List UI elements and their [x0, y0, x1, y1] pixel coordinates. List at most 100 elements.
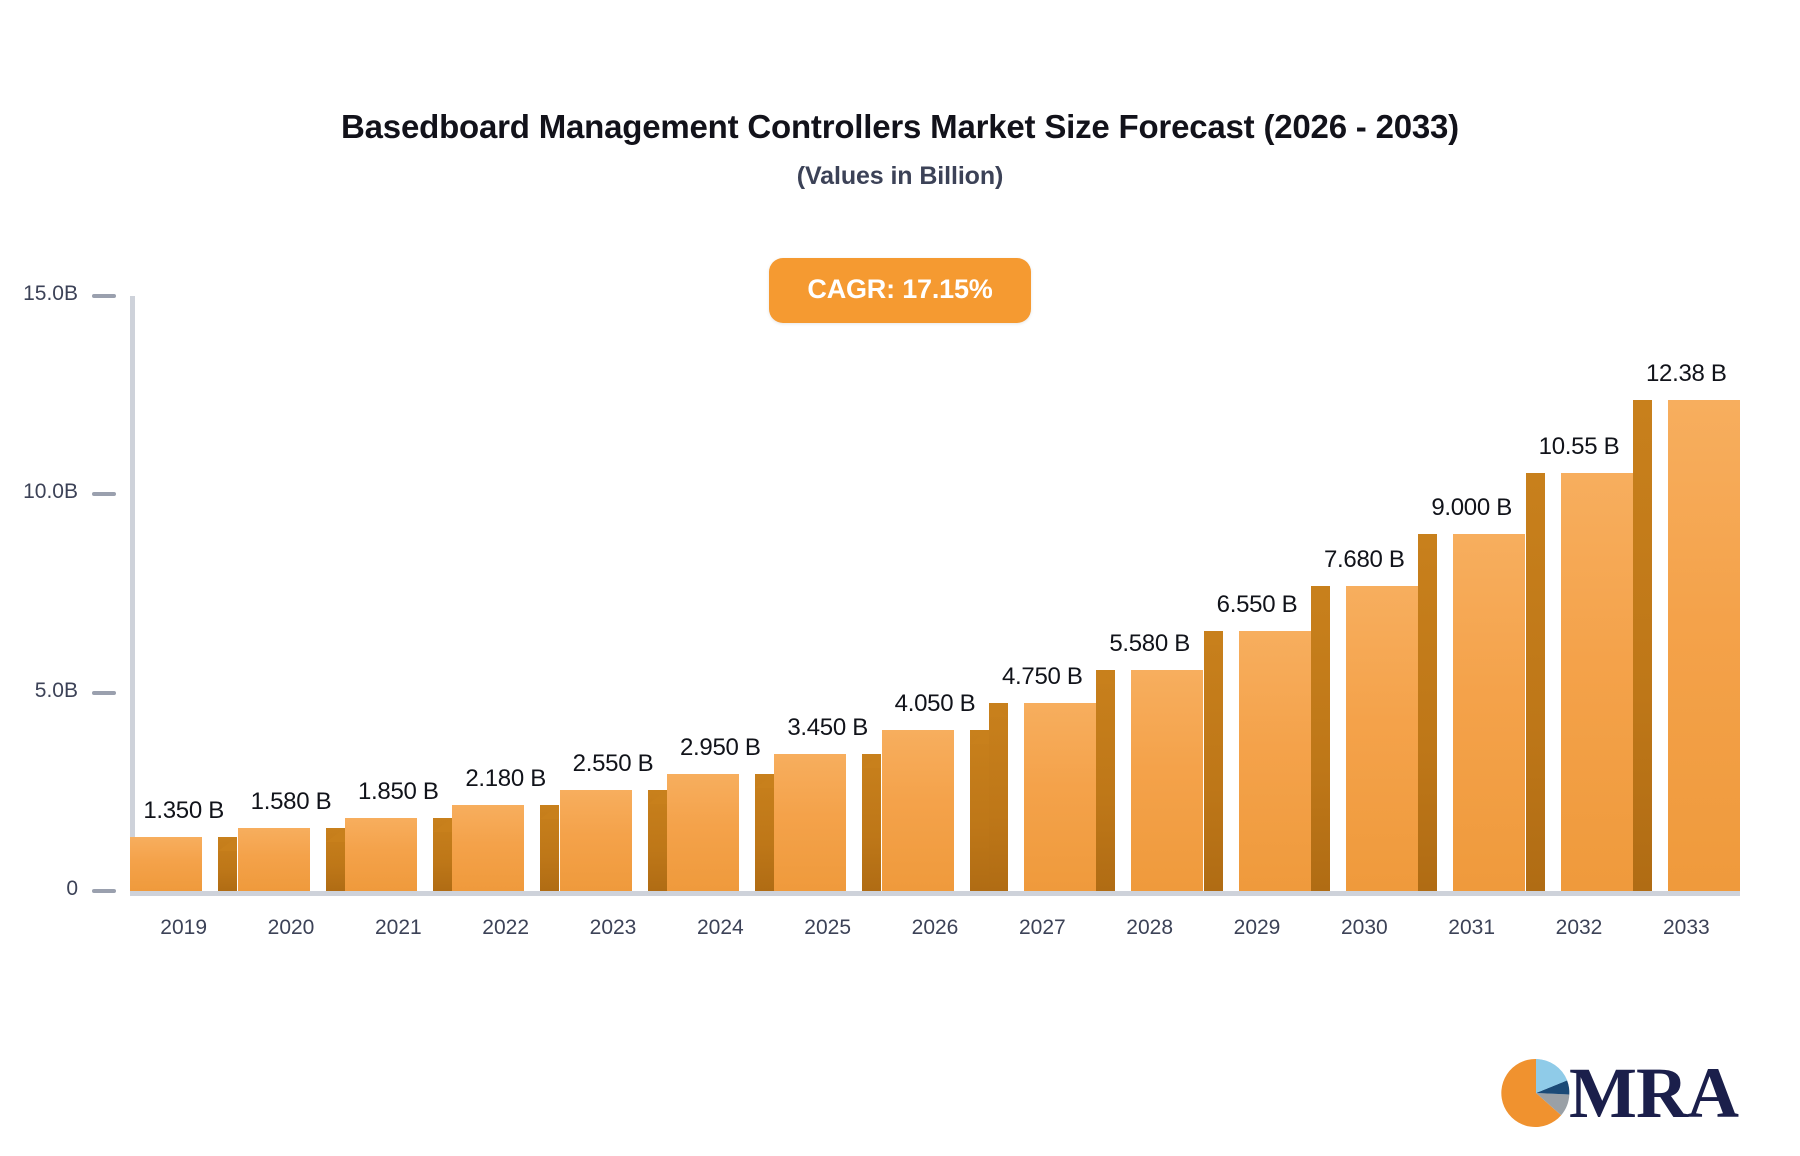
bar-2028[interactable]: 5.580 B: [1096, 630, 1204, 891]
x-axis-label-2032: 2032: [1555, 916, 1603, 939]
bar-2021[interactable]: 1.850 B: [344, 778, 452, 891]
x-axis-label-2028: 2028: [1126, 916, 1174, 939]
bar-value-label: 4.750 B: [1002, 662, 1083, 690]
bar-top-face: [432, 817, 452, 832]
bar-side-face: [1418, 534, 1438, 891]
bar-body: [1203, 631, 1311, 891]
bar-value-label: 9.000 B: [1431, 494, 1512, 521]
chart-header: Basedboard Management Controllers Market…: [0, 0, 1800, 191]
x-axis-label-2021: 2021: [374, 916, 422, 939]
x-axis-label-2020: 2020: [267, 916, 315, 939]
bar-body: [666, 773, 774, 891]
x-axis-label-2030: 2030: [1340, 916, 1388, 939]
bar-value-label: 2.950 B: [680, 733, 761, 761]
bar-body: [1525, 472, 1633, 891]
bar-body: [1310, 586, 1418, 891]
bar-front-face: [559, 789, 632, 891]
bar-value-label: 1.850 B: [358, 777, 439, 805]
bar-top-face: [1525, 472, 1545, 487]
bar-top-face: [1310, 586, 1330, 601]
bar-front-face: [881, 730, 954, 891]
bar-side-face: [988, 702, 1008, 891]
mra-logo: MRA: [1499, 1053, 1739, 1133]
bar-value-label: 6.550 B: [1216, 591, 1298, 619]
bar-2022[interactable]: 2.180 B: [452, 765, 560, 891]
bar-side-face: [325, 828, 345, 891]
bar-side-face: [647, 789, 667, 891]
bar-top-face: [862, 754, 882, 769]
x-axis-label-2031: 2031: [1448, 916, 1496, 939]
bar-side-face: [1632, 399, 1652, 891]
bar-2019[interactable]: 1.350 B: [130, 797, 238, 891]
bar-top-face: [1418, 534, 1438, 548]
bar-value-label: 10.55 B: [1538, 432, 1620, 460]
bar-value-label: 5.580 B: [1109, 629, 1190, 657]
y-axis-tick-label: 10.0B: [23, 480, 78, 504]
x-axis-label-2027: 2027: [1018, 916, 1066, 939]
y-axis-tick-mark: [92, 294, 116, 298]
y-axis-tick-mark: [92, 492, 116, 497]
bar-side-face: [432, 817, 452, 891]
bar-side-face: [1203, 631, 1223, 891]
bar-side-face: [1310, 586, 1330, 891]
bar-front-face: [1238, 631, 1311, 891]
bar-top-face: [325, 828, 345, 843]
x-axis-label-2019: 2019: [160, 916, 208, 939]
x-axis-label-2025: 2025: [804, 916, 852, 939]
bar-2031[interactable]: 9.000 B: [1418, 494, 1526, 891]
x-axis-line: [130, 891, 1740, 896]
bar-2033[interactable]: 12.38 B: [1632, 360, 1740, 891]
bar-value-label: 3.450 B: [787, 714, 868, 742]
x-axis-label-2022: 2022: [482, 916, 530, 939]
bar-body: [559, 789, 667, 891]
bar-2023[interactable]: 2.550 B: [559, 750, 667, 891]
bar-2024[interactable]: 2.950 B: [666, 734, 774, 891]
bar-body: [130, 837, 238, 891]
bar-body: [881, 730, 989, 891]
y-axis-tick-label: 5.0B: [34, 678, 78, 702]
bar-body: [1418, 534, 1526, 891]
bar-top-face: [647, 789, 667, 804]
bar-side-face: [1525, 472, 1545, 891]
bar-2032[interactable]: 10.55 B: [1525, 433, 1633, 891]
bar-top-face: [969, 730, 989, 745]
bar-2030[interactable]: 7.680 B: [1310, 546, 1418, 891]
bar-body: [774, 754, 882, 891]
bar-top-face: [1632, 399, 1652, 414]
bar-side-face: [540, 804, 560, 891]
bar-front-face: [1131, 669, 1204, 891]
bar-top-face: [540, 804, 560, 819]
bar-front-face: [237, 828, 310, 891]
x-axis-label-2024: 2024: [696, 916, 744, 939]
bar-body: [988, 702, 1096, 891]
bar-front-face: [344, 817, 417, 891]
chart-subtitle: (Values in Billion): [796, 161, 1004, 190]
bar-front-face: [666, 773, 739, 891]
bar-side-face: [1096, 669, 1116, 891]
pie-chart-icon: [1501, 1058, 1570, 1128]
bar-side-face: [862, 754, 882, 891]
y-axis-tick-mark: [92, 690, 116, 695]
bars-layer: 1.350 B 1.580 B 1.850 B 2.180 B 2.550 B 2.950…: [130, 296, 1740, 891]
bar-front-face: [130, 837, 203, 891]
x-axis-label-2029: 2029: [1233, 916, 1281, 939]
bar-value-label: 4.050 B: [894, 690, 976, 718]
bar-front-face: [1667, 399, 1740, 891]
bar-2029[interactable]: 6.550 B: [1203, 591, 1311, 891]
logo-wordmark: MRA: [1569, 1053, 1739, 1133]
bar-value-label: 2.180 B: [465, 764, 546, 792]
bar-body: [237, 828, 345, 891]
bar-2026[interactable]: 4.050 B: [881, 690, 989, 891]
bar-value-label: 1.580 B: [250, 788, 332, 816]
bar-front-face: [1560, 472, 1633, 891]
bar-front-face: [452, 804, 525, 891]
x-axis-label-2026: 2026: [911, 916, 959, 939]
bar-top-face: [988, 702, 1008, 717]
bar-side-face: [969, 730, 989, 891]
bar-2025[interactable]: 3.450 B: [774, 714, 882, 891]
bar-front-face: [774, 754, 847, 891]
page-title: Basedboard Management Controllers Market…: [341, 108, 1459, 145]
bar-2027[interactable]: 4.750 B: [988, 663, 1096, 891]
bar-2020[interactable]: 1.580 B: [237, 788, 345, 891]
